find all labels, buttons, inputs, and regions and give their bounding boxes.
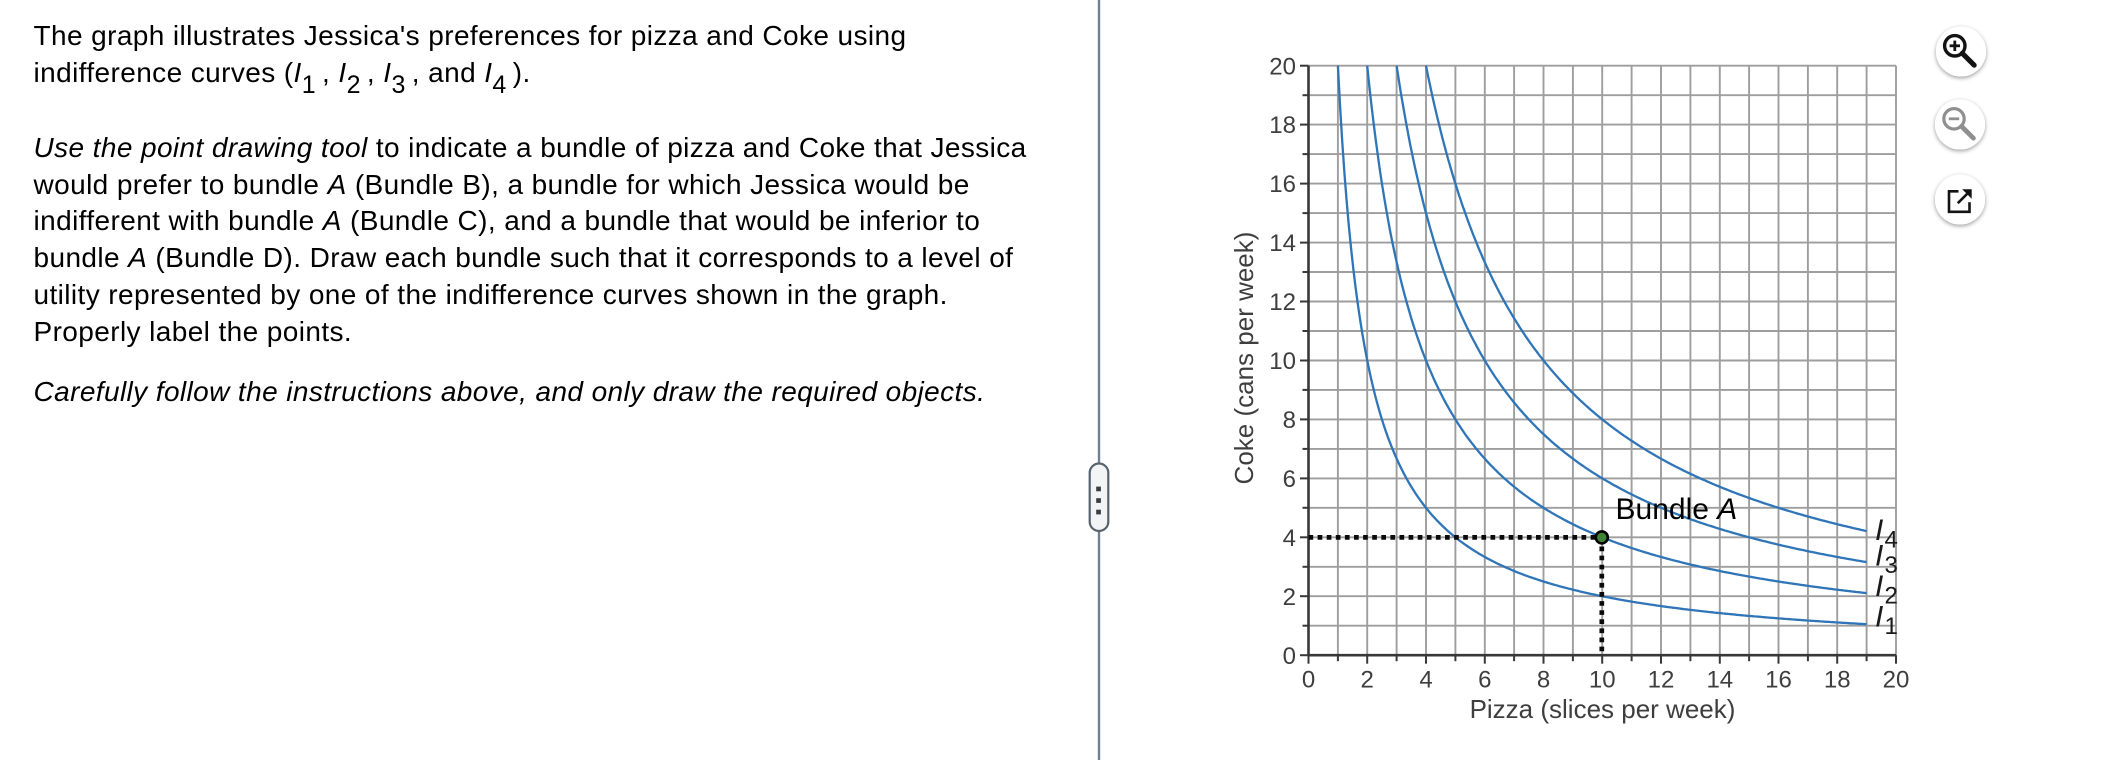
svg-text:18: 18 xyxy=(1824,667,1851,694)
svg-text:4: 4 xyxy=(1885,527,1898,554)
svg-text:Bundle A: Bundle A xyxy=(1616,493,1738,526)
svg-text:3: 3 xyxy=(1885,552,1898,579)
svg-text:4: 4 xyxy=(1283,525,1296,552)
svg-text:14: 14 xyxy=(1269,230,1296,257)
svg-text:0: 0 xyxy=(1302,667,1315,694)
svg-text:8: 8 xyxy=(1537,667,1550,694)
svg-text:I: I xyxy=(1875,514,1883,547)
svg-text:10: 10 xyxy=(1589,667,1616,694)
svg-text:I: I xyxy=(1875,570,1883,603)
svg-text:12: 12 xyxy=(1648,667,1675,694)
svg-text:2: 2 xyxy=(1361,667,1374,694)
svg-text:20: 20 xyxy=(1883,667,1910,694)
svg-text:16: 16 xyxy=(1269,171,1296,198)
svg-text:8: 8 xyxy=(1283,407,1296,434)
svg-text:16: 16 xyxy=(1765,667,1792,694)
svg-text:6: 6 xyxy=(1478,667,1491,694)
svg-text:12: 12 xyxy=(1269,289,1296,316)
svg-text:Pizza (slices per week): Pizza (slices per week) xyxy=(1470,694,1736,724)
svg-text:20: 20 xyxy=(1269,53,1296,80)
svg-text:Coke (cans per week): Coke (cans per week) xyxy=(1229,232,1259,485)
svg-text:0: 0 xyxy=(1283,643,1296,670)
svg-text:18: 18 xyxy=(1269,112,1296,139)
svg-text:2: 2 xyxy=(1283,584,1296,611)
svg-text:I: I xyxy=(1875,540,1883,573)
svg-text:14: 14 xyxy=(1706,667,1733,694)
svg-text:2: 2 xyxy=(1885,583,1898,610)
svg-text:I: I xyxy=(1875,601,1883,634)
svg-text:4: 4 xyxy=(1419,667,1432,694)
svg-text:10: 10 xyxy=(1269,348,1296,375)
svg-text:1: 1 xyxy=(1885,613,1898,640)
svg-text:6: 6 xyxy=(1283,466,1296,493)
